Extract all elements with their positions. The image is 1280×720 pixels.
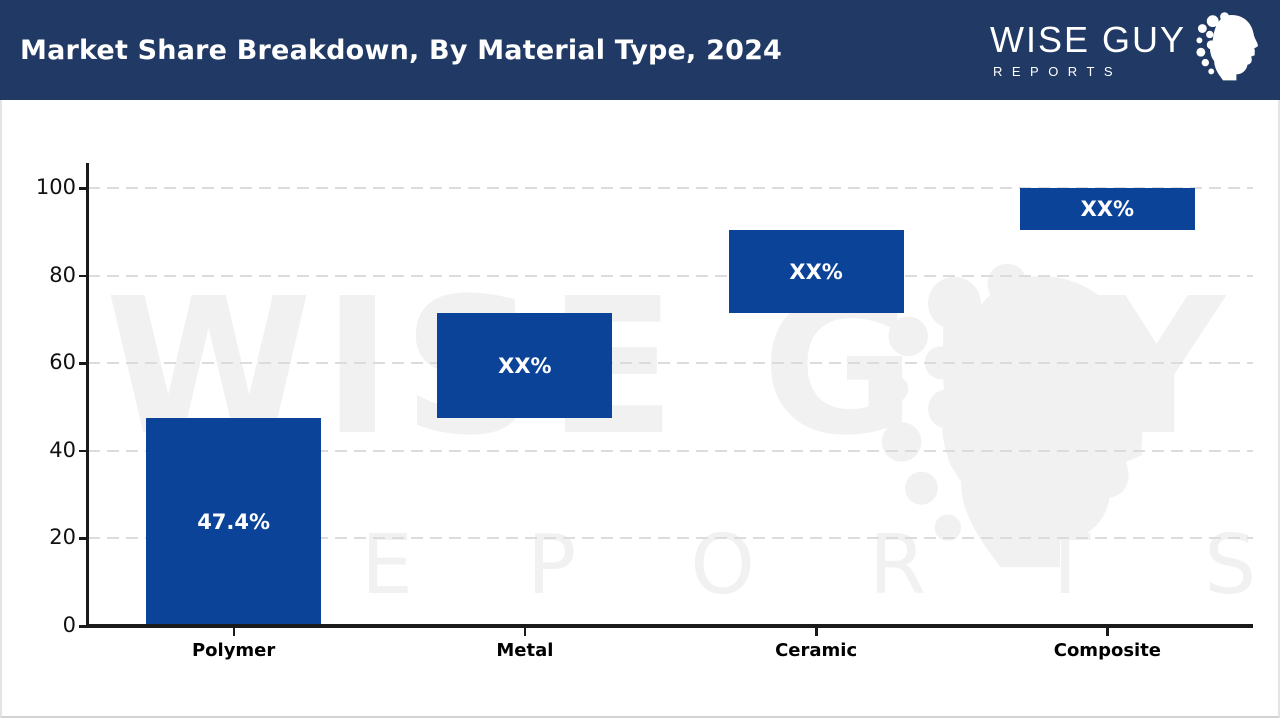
x-tick-mark [523, 628, 527, 636]
y-tick-label: 40 [49, 437, 76, 462]
gridline [88, 187, 1253, 189]
watermark-head-icon [881, 263, 1157, 568]
brand-logo-text: WISE GUY REPORTS [989, 18, 1186, 79]
bar-value-label: 47.4% [197, 510, 271, 535]
brand-logo: WISE GUY REPORTS [990, 9, 1266, 91]
y-axis [86, 163, 89, 626]
gridline [88, 362, 1253, 365]
brand-wordmark: WISE GUY [989, 18, 1186, 60]
y-tick-label: 60 [49, 350, 76, 375]
bar-ceramic: XX% [728, 230, 904, 314]
x-category-label: Composite [1053, 640, 1162, 661]
y-tick-label: 20 [49, 525, 76, 550]
x-category-label: Metal [496, 640, 554, 661]
x-category-label: Polymer [191, 640, 276, 661]
x-tick-mark [1106, 628, 1109, 636]
gridline [88, 537, 1253, 540]
bar-value-label: XX% [789, 259, 843, 284]
y-tick-label: 100 [35, 175, 76, 199]
bar-value-label: XX% [1080, 197, 1135, 222]
logo-head-icon [1196, 12, 1258, 81]
y-tick-label: 0 [62, 613, 76, 637]
gridline [88, 274, 1253, 277]
y-tick-mark [79, 449, 88, 453]
y-tick-mark [79, 274, 88, 278]
header-bar: Market Share Breakdown, By Material Type… [0, 0, 1280, 100]
y-tick-mark [79, 537, 88, 540]
x-category-label: Ceramic [775, 640, 858, 661]
bar-composite: XX% [1019, 188, 1195, 231]
x-tick-mark [815, 628, 818, 636]
bar-metal: XX% [437, 313, 613, 419]
bar-polymer: 47.4% [146, 418, 322, 626]
brand-subtitle: REPORTS [992, 63, 1123, 79]
y-tick-mark [79, 187, 88, 190]
x-axis [86, 624, 1253, 628]
page-title: Market Share Breakdown, By Material Type… [20, 34, 783, 66]
x-tick-mark [232, 628, 236, 636]
gridline [88, 449, 1253, 452]
y-tick-mark [79, 362, 88, 365]
bar-value-label: XX% [498, 353, 552, 378]
y-tick-mark [79, 625, 88, 628]
y-tick-label: 80 [49, 262, 76, 287]
chart-area: WISE GUY R E P O R T S 0 20 40 60 80 100 47.4%… [0, 100, 1280, 720]
